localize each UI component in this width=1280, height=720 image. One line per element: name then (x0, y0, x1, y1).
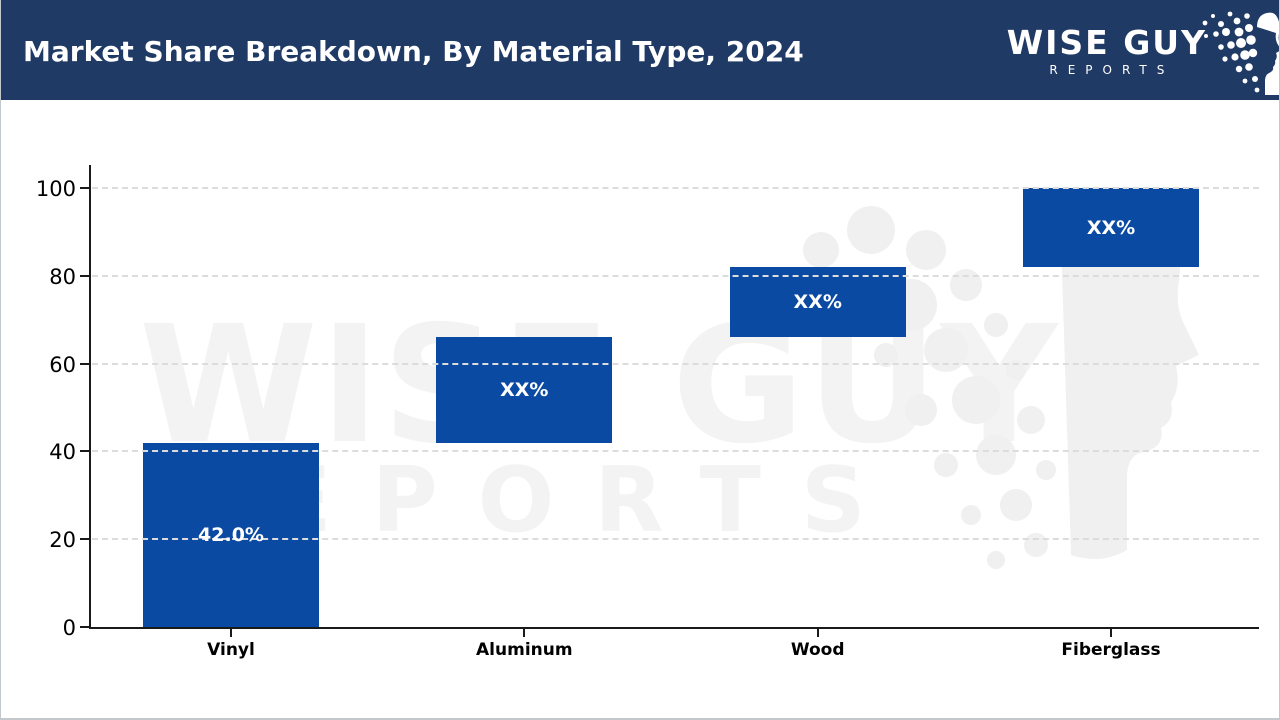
bar-vinyl (143, 442, 319, 627)
y-tick-40 (80, 450, 89, 453)
y-tick-20 (80, 538, 89, 541)
x-axis-label-aluminum: Aluminum (476, 640, 573, 660)
y-tick-label-20: 20 (49, 528, 76, 553)
header-bar: Market Share Breakdown, By Material Type… (1, 0, 1279, 100)
gridline-80 (92, 274, 1259, 277)
y-tick-label-80: 80 (49, 264, 76, 289)
y-tick-label-40: 40 (49, 440, 76, 465)
gridline-60 (92, 362, 1259, 365)
x-tick-vinyl (230, 629, 232, 637)
y-tick-label-0: 0 (62, 616, 76, 640)
brand-face-icon (1202, 11, 1279, 95)
x-axis-label-fiberglass: Fiberglass (1061, 640, 1161, 660)
x-axis-label-wood: Wood (790, 640, 845, 660)
brand-logo-text: WISE GUY REPORTS (1006, 23, 1207, 78)
x-tick-fiberglass (1110, 629, 1112, 637)
brand-name: WISE GUY (1006, 23, 1207, 62)
gridline-100 (92, 187, 1259, 189)
x-axis-line (89, 627, 1259, 629)
brand-subname: REPORTS (1049, 63, 1175, 77)
y-tick-80 (80, 274, 89, 277)
page-title: Market Share Breakdown, By Material Type… (23, 35, 804, 68)
x-axis-label-vinyl: Vinyl (207, 640, 255, 660)
gridline-20 (92, 538, 1259, 541)
brand-logo: WISE GUY REPORTS (1006, 6, 1279, 96)
x-tick-aluminum (523, 629, 526, 637)
bar-value-label-aluminum: XX% (500, 378, 549, 401)
bar-value-label-wood: XX% (793, 291, 842, 314)
y-tick-60 (80, 362, 89, 365)
y-tick-label-60: 60 (49, 352, 76, 377)
bar-wood (729, 267, 906, 338)
bar-aluminum (436, 337, 613, 443)
y-tick-100 (80, 187, 89, 189)
x-tick-wood (816, 629, 819, 637)
y-tick-0 (80, 626, 89, 628)
y-tick-label-100: 100 (35, 177, 76, 201)
y-axis-line (89, 165, 91, 629)
gridline-40 (92, 450, 1259, 453)
bar-value-label-vinyl: 42.0% (198, 523, 264, 546)
bar-value-label-fiberglass: XX% (1086, 216, 1136, 239)
